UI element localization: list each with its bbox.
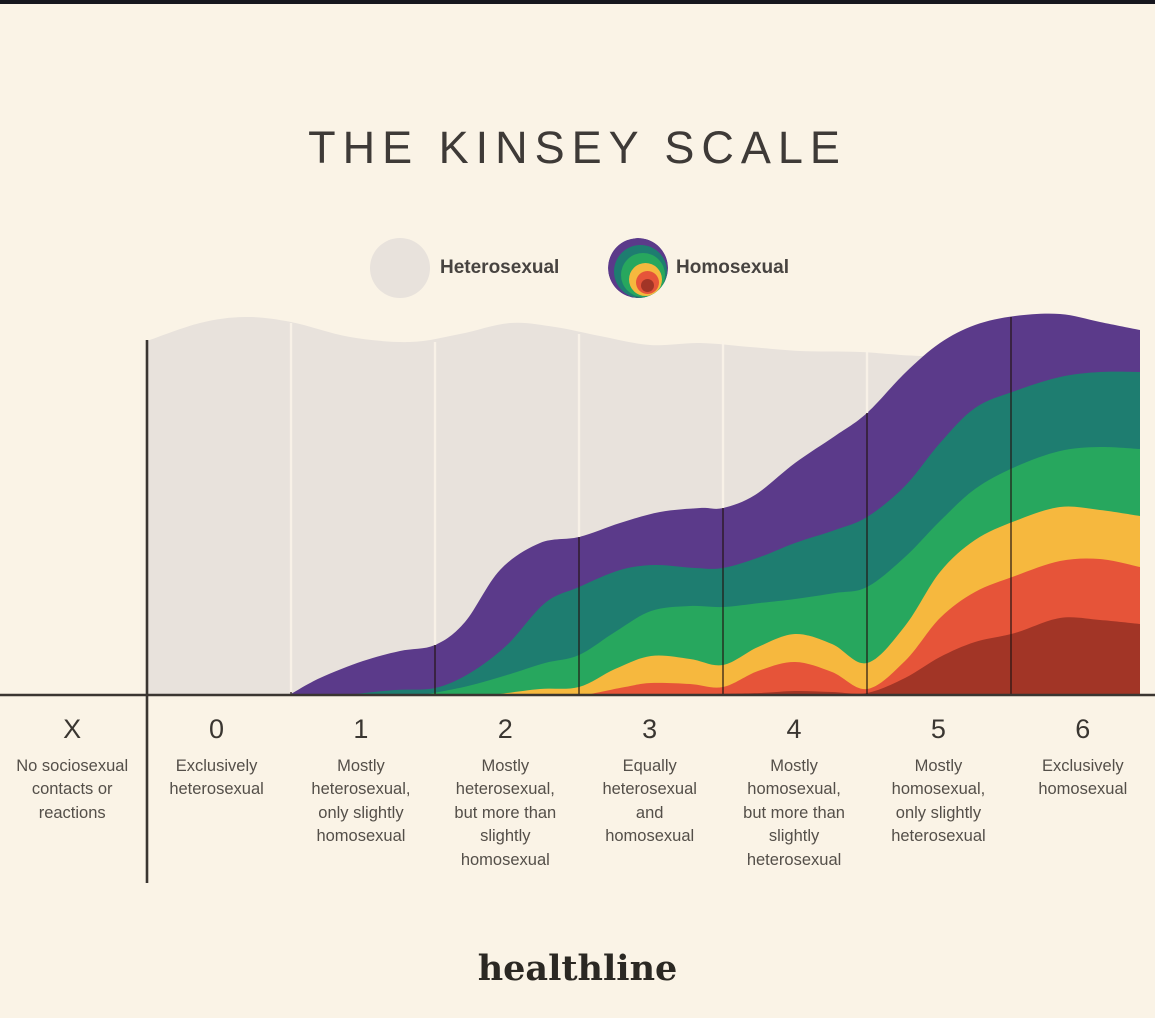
- healthline-logo: healthline: [477, 948, 678, 989]
- legend-heterosexual-swatch: [370, 238, 430, 298]
- scale-column-5: 5 Mostly homosexual, only slightly hetero…: [866, 712, 1010, 872]
- scale-value: 4: [786, 714, 802, 744]
- scale-description: Mostly homosexual, only slightly heteros…: [891, 757, 986, 846]
- legend-homosexual-label: Homosexual: [676, 257, 789, 278]
- legend-heterosexual-label: Heterosexual: [440, 257, 560, 278]
- scale-column-2: 2 Mostly heterosexual, but more than slig…: [433, 712, 577, 872]
- scale-description: Mostly heterosexual, only slightly homos…: [311, 757, 411, 846]
- scale-column-3: 3 Equally heterosexual and homosexual: [578, 712, 722, 872]
- scale-description: No sociosexual contacts or reactions: [16, 757, 129, 822]
- scale-column-4: 4 Mostly homosexual, but more than slight…: [722, 712, 866, 872]
- scale-value: X: [63, 714, 82, 744]
- scale-description: Mostly homosexual, but more than slightl…: [743, 757, 845, 869]
- scale-description: Exclusively heterosexual: [169, 757, 264, 799]
- top-accent-bar: [0, 0, 1155, 4]
- scale-value: 1: [353, 714, 369, 744]
- scale-column-6: 6 Exclusively homosexual: [1011, 712, 1155, 872]
- scale-value: 3: [642, 714, 658, 744]
- kinsey-stacked-area-chart: [0, 313, 1155, 883]
- scale-value: 5: [930, 714, 946, 744]
- area-band-homosexual-red: [715, 617, 1140, 695]
- scale-column-X: X No sociosexual contacts or reactions: [0, 712, 144, 872]
- page-title: THE KINSEY SCALE: [308, 122, 847, 174]
- scale-value: 2: [497, 714, 513, 744]
- scale-column-1: 1 Mostly heterosexual, only slightly homo…: [289, 712, 433, 872]
- scale-description: Mostly heterosexual, but more than sligh…: [454, 757, 557, 869]
- scale-value: 6: [1075, 714, 1091, 744]
- scale-description: Exclusively homosexual: [1038, 757, 1128, 799]
- scale-column-0: 0 Exclusively heterosexual: [144, 712, 288, 872]
- legend-ring-red: [641, 278, 654, 292]
- scale-axis-labels: X No sociosexual contacts or reactions 0 Ex…: [0, 712, 1155, 872]
- scale-value: 0: [209, 714, 225, 744]
- legend-homosexual-swatch: [608, 238, 668, 298]
- scale-description: Equally heterosexual and homosexual: [602, 757, 697, 846]
